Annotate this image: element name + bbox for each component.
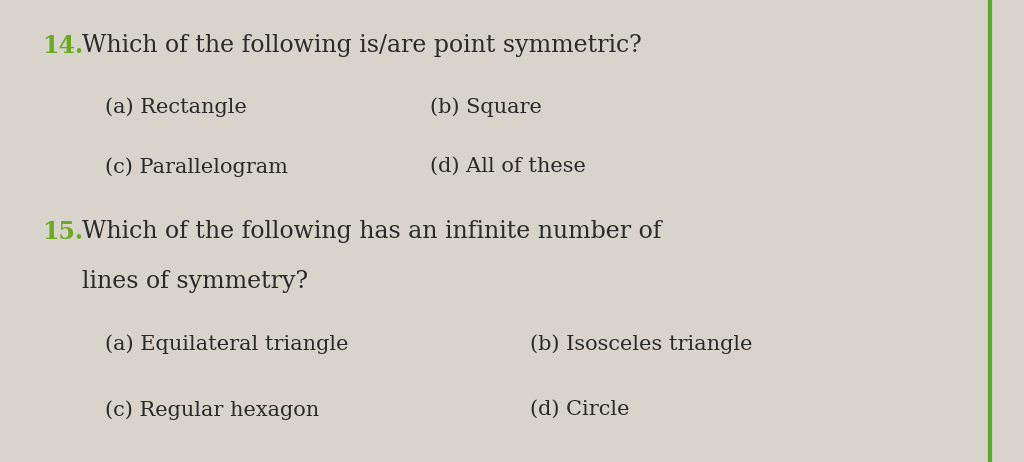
Text: (c) Regular hexagon: (c) Regular hexagon — [105, 400, 319, 419]
Text: (d) All of these: (d) All of these — [430, 157, 586, 176]
Text: (a) Rectangle: (a) Rectangle — [105, 97, 247, 117]
Text: 15.: 15. — [42, 220, 83, 244]
Text: Which of the following has an infinite number of: Which of the following has an infinite n… — [82, 220, 662, 243]
Text: 14.: 14. — [42, 34, 83, 58]
Text: Which of the following is/are point symmetric?: Which of the following is/are point symm… — [82, 34, 642, 57]
Text: (c) Parallelogram: (c) Parallelogram — [105, 157, 288, 176]
Text: (b) Square: (b) Square — [430, 97, 542, 117]
Text: (d) Circle: (d) Circle — [530, 400, 630, 419]
Text: (b) Isosceles triangle: (b) Isosceles triangle — [530, 334, 753, 354]
Text: lines of symmetry?: lines of symmetry? — [82, 270, 308, 293]
Text: (a) Equilateral triangle: (a) Equilateral triangle — [105, 334, 348, 354]
